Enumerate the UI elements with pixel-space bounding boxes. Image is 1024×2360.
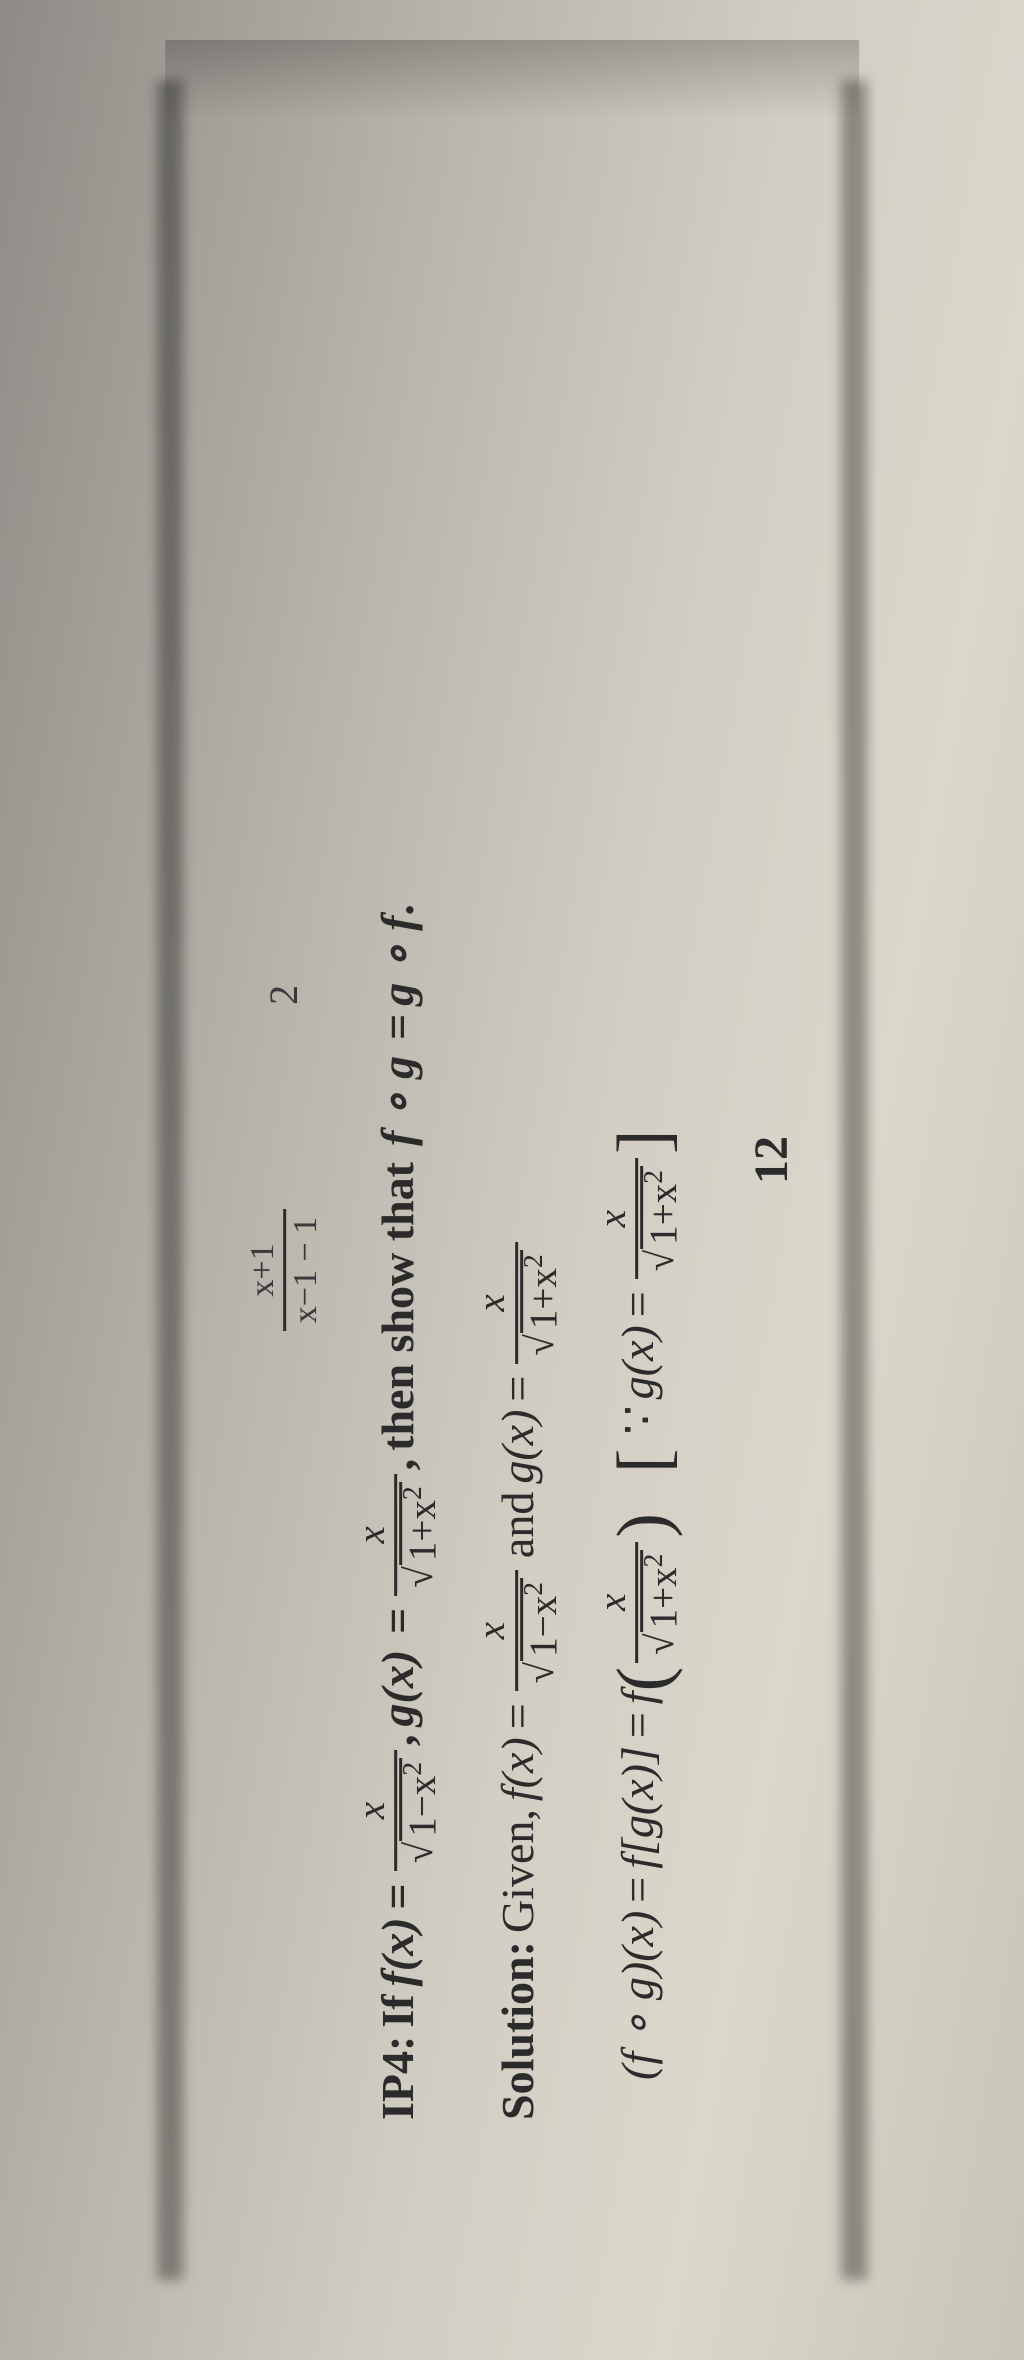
fg-bracket: f[g(x)] bbox=[603, 1746, 672, 1869]
f-call: f bbox=[603, 1691, 672, 1704]
gof: g ∘ f bbox=[363, 916, 432, 1006]
radicand-1px2-c: 1+x bbox=[642, 1567, 685, 1628]
frac-f2-num: x bbox=[472, 1614, 515, 1647]
exp-c: 2 bbox=[518, 1582, 548, 1596]
right-shadow bbox=[165, 40, 859, 120]
f-of-x: f(x) bbox=[363, 1917, 432, 1986]
frac-f: x √ 1−x2 bbox=[352, 1750, 444, 1871]
exp-b: 2 bbox=[398, 1486, 428, 1500]
top-fragment-fraction: x+1 x−1 − 1 bbox=[245, 1209, 323, 1331]
problem-prefix: If bbox=[363, 1994, 432, 2027]
eq5: = bbox=[483, 1376, 552, 1402]
compose-lhs: (f ∘ g)(x) bbox=[603, 1911, 672, 2080]
fog: f ∘ g bbox=[363, 1056, 432, 1146]
sqrt-1mx2-a: √ 1−x2 bbox=[400, 1758, 444, 1863]
radicand-1mx2-b: 1−x bbox=[522, 1596, 565, 1657]
frac-g2: x √ 1+x2 bbox=[472, 1242, 564, 1363]
exp-e: 2 bbox=[638, 1554, 668, 1568]
eq3: = bbox=[363, 1014, 432, 1040]
eq8: = bbox=[603, 1291, 672, 1317]
then-show: then show that bbox=[363, 1162, 432, 1451]
period: . bbox=[363, 904, 432, 916]
exp-a: 2 bbox=[398, 1762, 428, 1776]
problem-row: IP4: If f(x) = x √ 1−x2 , g(x) = x √ 1+x… bbox=[352, 200, 444, 2120]
because-icon: ∵ bbox=[603, 1405, 672, 1434]
top-frag-den: x−1 bbox=[287, 1270, 324, 1323]
frac-because-num: x bbox=[592, 1202, 635, 1235]
frac-f2: x √ 1−x2 bbox=[472, 1570, 564, 1691]
composition-row: (f ∘ g)(x) = f[g(x)] = f ( x √ 1+x2 ) [ … bbox=[592, 200, 684, 2120]
frac-g-num: x bbox=[352, 1518, 395, 1551]
sqrt-1px2-d: √ 1+x2 bbox=[640, 1166, 684, 1271]
radicand-1px2-b: 1+x bbox=[522, 1268, 565, 1329]
top-frag-right: 2 bbox=[254, 985, 314, 1005]
frac-g: x √ 1+x2 bbox=[352, 1474, 444, 1595]
eq6: = bbox=[603, 1877, 672, 1903]
page-number: 12 bbox=[744, 200, 799, 2120]
top-frag-mid: 1 bbox=[287, 1217, 324, 1234]
eq7: = bbox=[603, 1712, 672, 1738]
eq4: = bbox=[483, 1703, 552, 1729]
given: Given, bbox=[483, 1809, 552, 1933]
gx-eq: g(x) bbox=[603, 1325, 672, 1399]
sqrt-1mx2-b: √ 1−x2 bbox=[520, 1578, 564, 1683]
radicand-1px2-d: 1+x bbox=[642, 1184, 685, 1245]
frac-g2-num: x bbox=[472, 1286, 515, 1319]
eq2: = bbox=[363, 1608, 432, 1634]
g-of-x-2: g(x) bbox=[483, 1410, 552, 1484]
g-of-x: g(x) bbox=[363, 1650, 432, 1727]
page-content: x+1 x−1 − 1 2 IP4: If f(x) = x √ 1−x2 , … bbox=[165, 80, 859, 2280]
page-edge-top bbox=[157, 80, 183, 2280]
and-text: and bbox=[483, 1492, 552, 1558]
f-of-x-2: f(x) bbox=[483, 1737, 552, 1801]
frac-inner-num: x bbox=[592, 1586, 635, 1619]
top-fragment-row: x+1 x−1 − 1 2 bbox=[245, 200, 323, 2120]
solution-label: Solution: bbox=[483, 1941, 552, 2120]
problem-label: IP4: bbox=[363, 2036, 432, 2120]
exp-d: 2 bbox=[518, 1254, 548, 1268]
exp-f: 2 bbox=[638, 1170, 668, 1184]
sqrt-1px2-c: √ 1+x2 bbox=[640, 1550, 684, 1655]
comma2: , bbox=[363, 1459, 432, 1471]
sqrt-1px2-a: √ 1+x2 bbox=[400, 1482, 444, 1587]
comma1: , bbox=[363, 1734, 432, 1746]
frac-because: x √ 1+x2 bbox=[592, 1158, 684, 1279]
radicand-1px2-a: 1+x bbox=[402, 1500, 445, 1561]
eq1: = bbox=[363, 1883, 432, 1909]
frac-inner: x √ 1+x2 bbox=[592, 1542, 684, 1663]
top-frag-num: x+1 bbox=[245, 1235, 283, 1304]
page-edge-bottom bbox=[841, 80, 867, 2280]
solution-row: Solution: Given, f(x) = x √ 1−x2 and g(x… bbox=[472, 200, 564, 2120]
frac-f-num: x bbox=[352, 1794, 395, 1827]
sqrt-1px2-b: √ 1+x2 bbox=[520, 1250, 564, 1355]
radicand-1mx2-a: 1−x bbox=[402, 1776, 445, 1837]
